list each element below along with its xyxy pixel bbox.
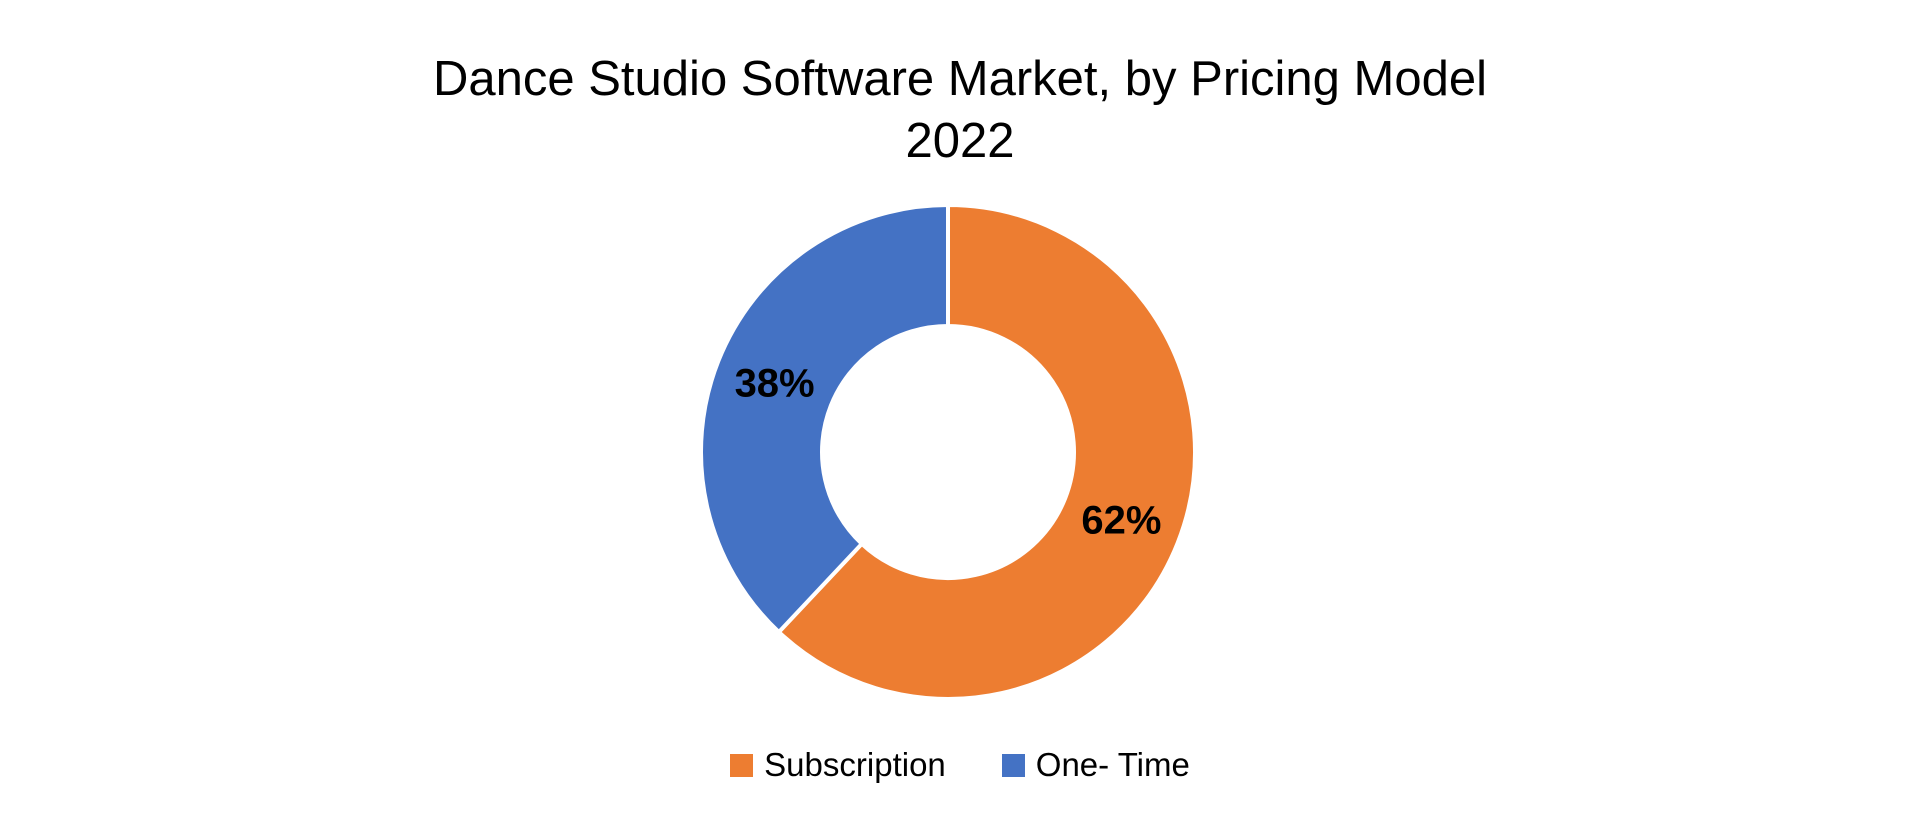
legend-label: One- Time [1035,746,1190,783]
legend-label: Subscription [764,746,946,783]
chart-title: Dance Studio Software Market, by Pricing… [0,48,1920,172]
slice-subscription [776,203,1197,701]
legend-swatch [1001,753,1025,777]
chart-title-line1: Dance Studio Software Market, by Pricing… [433,52,1487,106]
legend: Subscription One- Time [0,746,1920,784]
slice-one-time [699,203,950,635]
data-label: 62% [1081,499,1161,543]
chart-title-line2: 2022 [905,114,1015,168]
legend-item-subscription: Subscription [730,746,946,784]
legend-swatch [730,753,754,777]
legend-item-one-time: One- Time [1001,746,1190,784]
data-label: 38% [735,361,815,405]
